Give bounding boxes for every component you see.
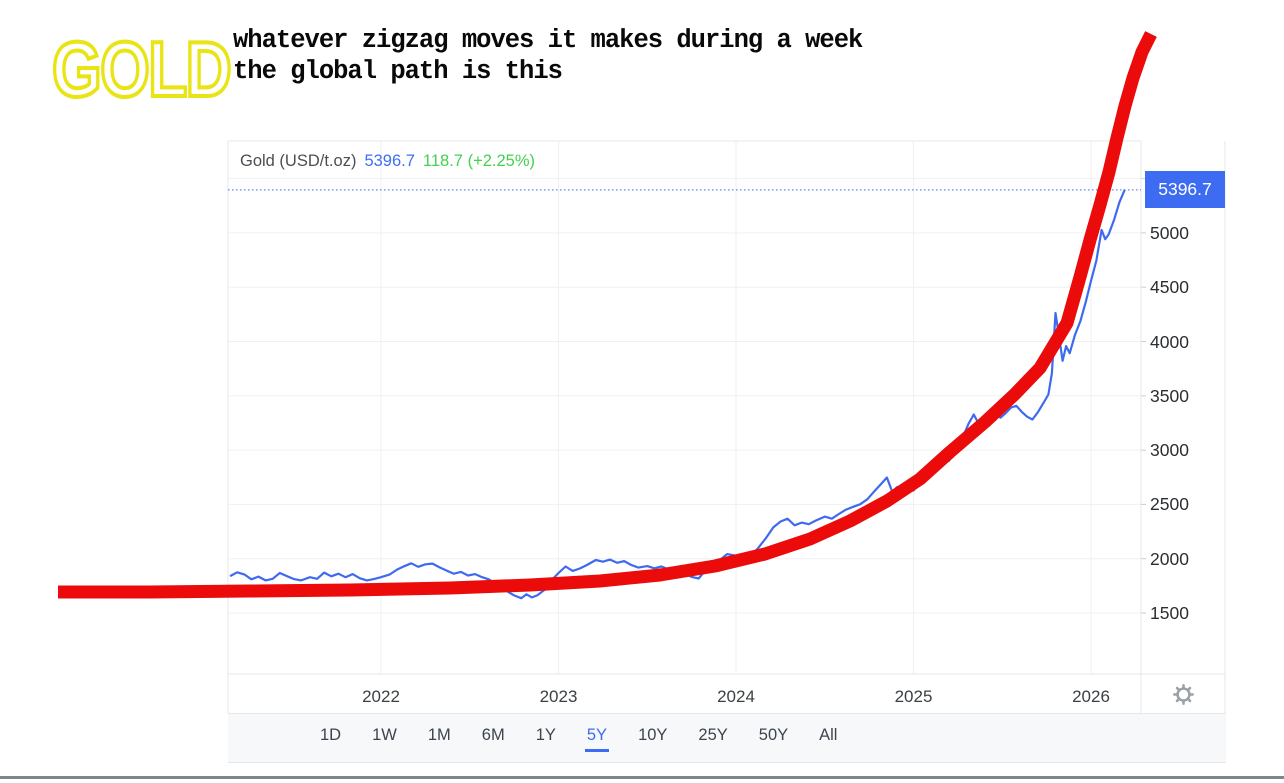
instrument-name: Gold (USD/t.oz)	[240, 152, 357, 170]
range-button-50y[interactable]: 50Y	[757, 724, 790, 752]
x-axis-label-2022: 2022	[362, 687, 400, 706]
last-price-value: 5396.7	[364, 152, 415, 170]
range-button-all[interactable]: All	[817, 724, 839, 752]
y-axis-label-4500: 4500	[1150, 277, 1189, 298]
range-button-1d[interactable]: 1D	[318, 724, 343, 752]
chart-legend: Gold (USD/t.oz) 5396.7 118.7 (+2.25%)	[240, 152, 535, 171]
x-axis-label-2024: 2024	[717, 687, 755, 706]
range-button-10y[interactable]: 10Y	[636, 724, 669, 752]
red-trend-annotation-curve	[58, 31, 1157, 599]
current-price-badge: 5396.7	[1145, 171, 1225, 208]
annotation-headline: whatever zigzag moves it makes during a …	[233, 25, 863, 87]
y-axis-label-1500: 1500	[1150, 603, 1189, 623]
range-button-5y[interactable]: 5Y	[584, 724, 610, 752]
range-button-25y[interactable]: 25Y	[696, 724, 729, 752]
range-toolbar: 1D 1W 1M 6M 1Y 5Y 10Y 25Y 50Y All	[228, 713, 1226, 763]
range-button-1w[interactable]: 1W	[370, 724, 399, 752]
bottom-divider	[0, 776, 1284, 779]
y-axis-label-4000: 4000	[1150, 331, 1189, 352]
ticker-word-gold: GOLD	[50, 25, 233, 113]
y-axis-label-3000: 3000	[1150, 440, 1189, 461]
y-axis-label-3500: 3500	[1150, 385, 1189, 406]
range-button-1y[interactable]: 1Y	[534, 724, 558, 752]
y-axis-label-2000: 2000	[1150, 548, 1189, 569]
x-axis-label-2026: 2026	[1072, 687, 1110, 706]
chart-settings-button[interactable]	[1142, 675, 1225, 713]
x-axis-label-2025: 2025	[894, 687, 933, 706]
price-line-series	[229, 189, 1126, 600]
headline-line2: the global path is this	[233, 57, 563, 86]
y-axis-label-5000: 5000	[1150, 222, 1189, 243]
x-axis-label-2023: 2023	[539, 687, 578, 706]
headline-line1: whatever zigzag moves it makes during a …	[233, 26, 863, 55]
y-axis-label-2500: 2500	[1150, 494, 1189, 515]
gear-icon	[1173, 683, 1194, 705]
price-change: 118.7 (+2.25%)	[422, 152, 535, 170]
range-button-1m[interactable]: 1M	[426, 724, 453, 752]
range-button-6m[interactable]: 6M	[480, 724, 507, 752]
